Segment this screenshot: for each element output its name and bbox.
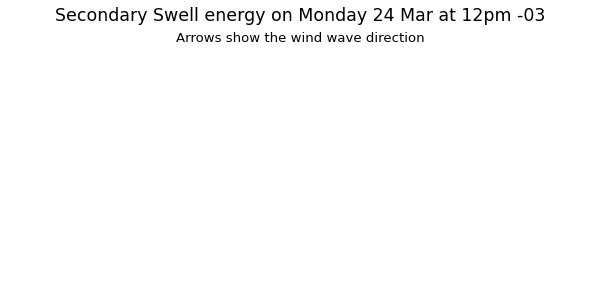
Text: cartopy required: cartopy required xyxy=(243,165,358,179)
Text: Secondary Swell energy on Monday 24 Mar at 12pm -03: Secondary Swell energy on Monday 24 Mar … xyxy=(55,7,546,25)
Text: Arrows show the wind wave direction: Arrows show the wind wave direction xyxy=(176,32,425,45)
